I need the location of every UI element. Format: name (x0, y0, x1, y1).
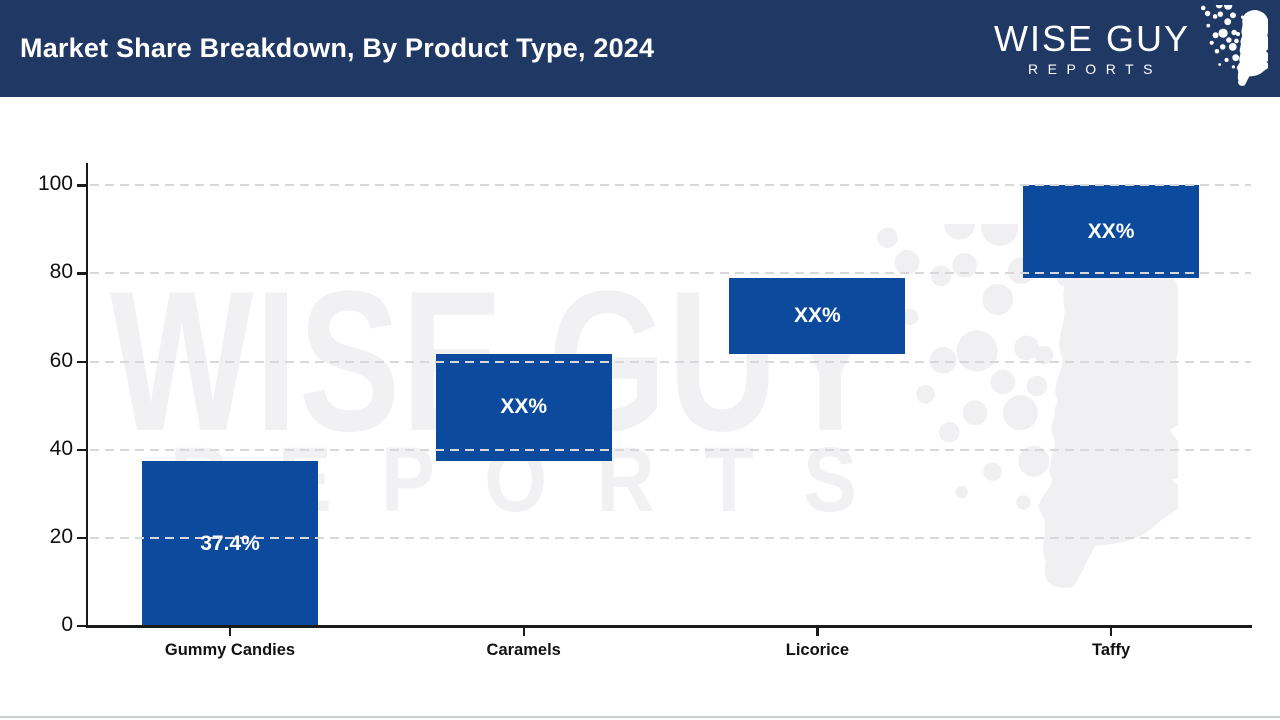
bar-value-label: XX% (500, 395, 548, 419)
y-tick-label: 60 (49, 348, 73, 372)
x-axis-tick (522, 627, 525, 636)
x-category-label: Taffy (1091, 641, 1131, 659)
logo-text: WISE GUY REPORTS (993, 17, 1190, 77)
gridline (90, 184, 1251, 187)
x-axis-tick (1109, 627, 1113, 636)
x-category-label: Licorice (785, 641, 850, 659)
x-category-label: Gummy Candies (164, 641, 296, 659)
y-tick-label: 0 (61, 613, 73, 636)
y-tick-label: 80 (49, 260, 73, 284)
x-axis-tick (816, 627, 819, 636)
logo-tagline: REPORTS (1028, 60, 1162, 77)
page-title: Market Share Breakdown, By Product Type,… (20, 33, 655, 63)
x-axis-tick (228, 627, 232, 636)
bar-value-label: 37.4% (200, 531, 260, 555)
bar (435, 353, 612, 462)
bar (1023, 185, 1200, 278)
y-axis-tick (77, 360, 87, 363)
y-tick-label: 40 (49, 436, 73, 460)
y-axis-tick (77, 272, 87, 275)
header: Market Share Breakdown, By Product Type,… (0, 0, 1280, 97)
bar (142, 461, 318, 626)
bar-value-label: XX% (1087, 219, 1135, 243)
y-axis-tick (77, 184, 87, 187)
logo: WISE GUY REPORTS (994, 5, 1268, 92)
y-tick-label: 100 (37, 172, 73, 196)
y-axis-tick (77, 448, 87, 452)
bar-value-label: XX% (794, 303, 841, 327)
bar (729, 277, 906, 354)
logo-brand-name: WISE GUY (993, 17, 1190, 59)
gridline (90, 360, 1251, 363)
y-axis-tick (77, 536, 87, 540)
bottom-divider (0, 716, 1280, 718)
x-axis-line (86, 625, 1252, 628)
logo-head-icon (1192, 5, 1268, 92)
y-axis-tick (77, 625, 87, 628)
x-category-label: Caramels (486, 641, 561, 659)
gridline (90, 272, 1251, 275)
y-tick-label: 20 (49, 524, 73, 548)
y-axis-line (86, 163, 89, 628)
gridline (90, 536, 1251, 539)
gridline (90, 448, 1251, 451)
